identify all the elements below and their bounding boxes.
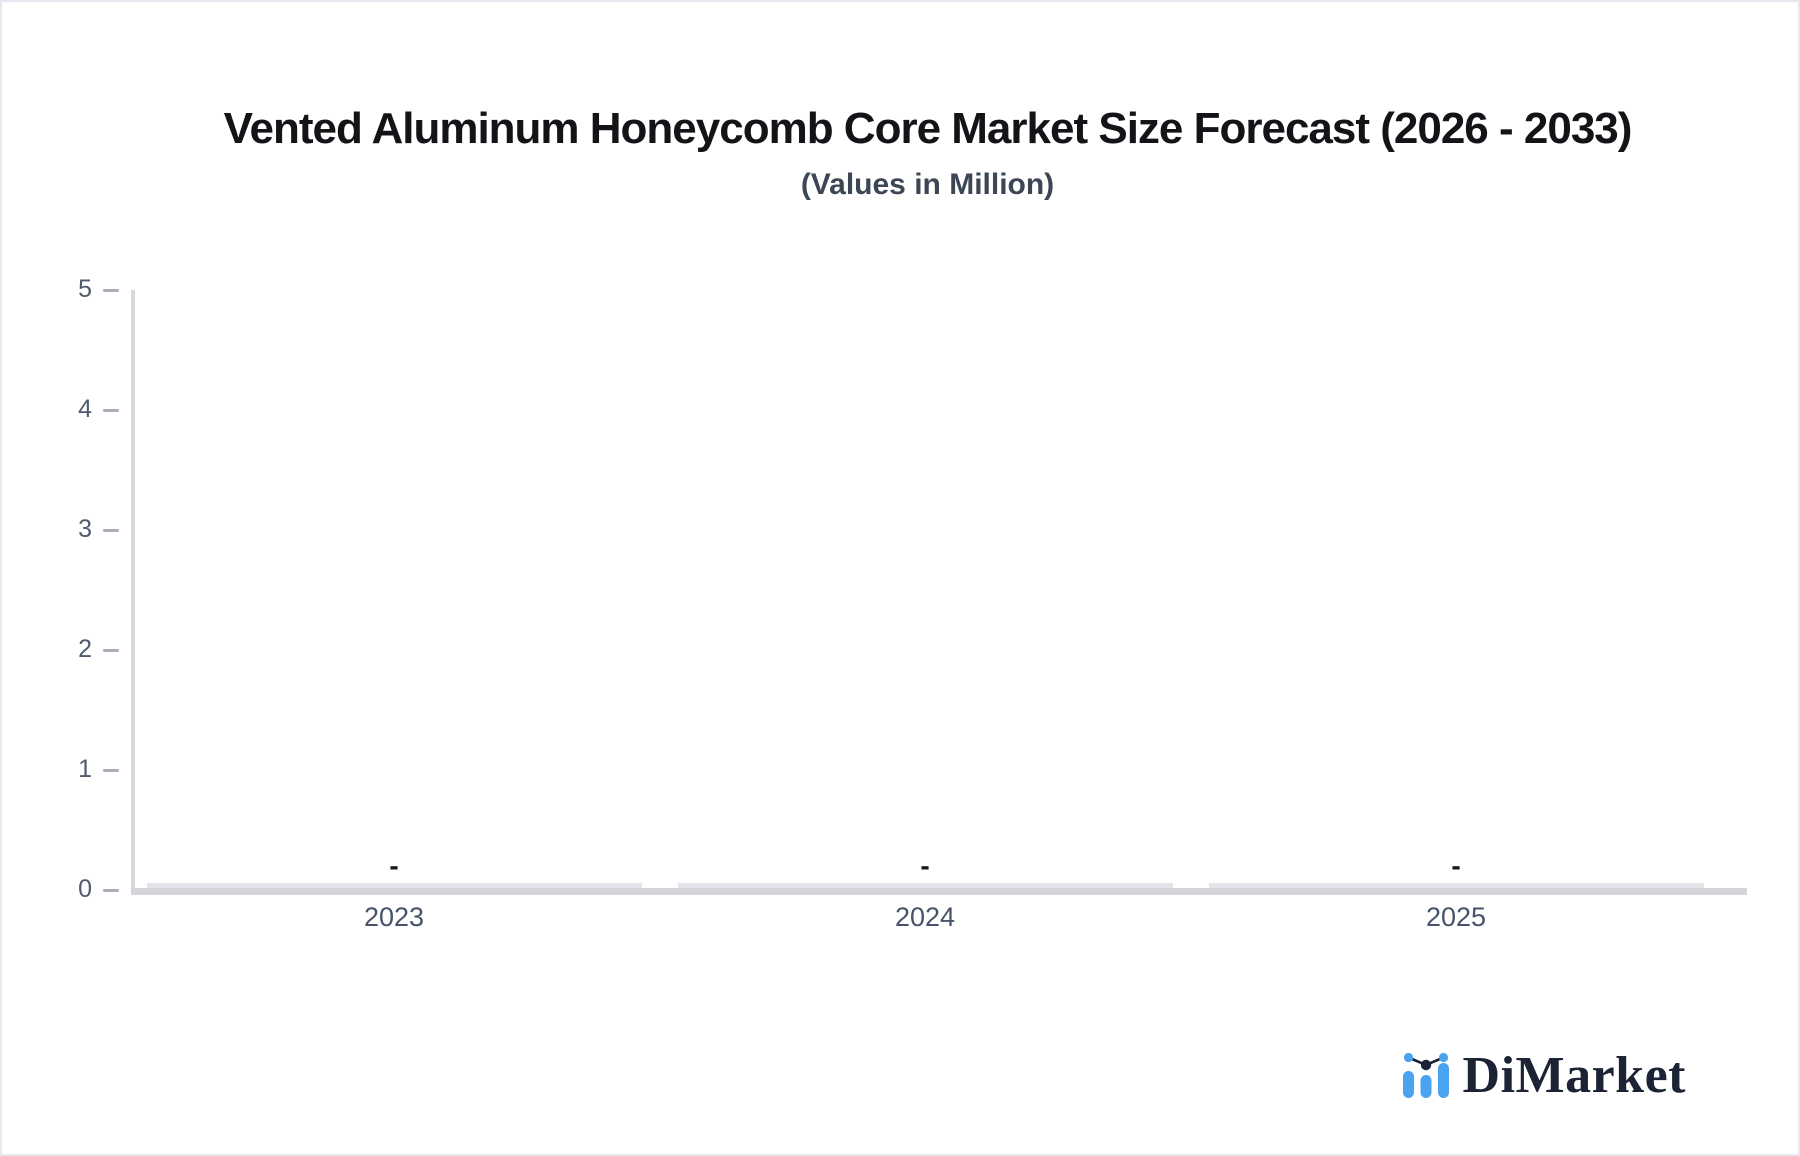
y-axis-tick-mark (103, 408, 119, 412)
x-axis-category-label: 2025 (1425, 902, 1487, 932)
bar-line-chart-icon (1402, 1052, 1449, 1098)
y-axis-tick-mark (103, 528, 119, 532)
x-axis-baseline (131, 888, 1747, 895)
x-axis-category-label: 2023 (363, 902, 425, 932)
bar-2025 (1208, 883, 1704, 888)
bar-value-label: - (1451, 850, 1461, 881)
y-axis-tick-mark (103, 648, 119, 652)
chart-subtitle: (Values in Million) (800, 168, 1055, 201)
chart-title: Vented Aluminum Honeycomb Core Market Si… (223, 104, 1633, 153)
y-axis-tick-label: 4 (78, 395, 92, 423)
bar-value-label: - (920, 850, 930, 881)
y-axis-tick-label: 2 (78, 635, 92, 663)
y-axis-tick-mark (103, 888, 119, 892)
y-axis-tick-mark (103, 288, 119, 292)
bar-value-label: - (389, 850, 399, 881)
y-axis-tick-mark (103, 768, 119, 772)
brand-logo-text: DiMarket (1462, 1047, 1686, 1104)
y-axis-tick-label: 0 (78, 875, 92, 903)
y-axis-tick-label: 1 (78, 755, 92, 783)
bar-2023 (146, 883, 642, 888)
bar-2024 (677, 883, 1173, 888)
y-axis-tick-label: 5 (78, 275, 92, 303)
x-axis-category-label: 2024 (894, 902, 956, 932)
y-axis-tick-label: 3 (78, 515, 92, 543)
brand-logo: DiMarket (1402, 1047, 1686, 1104)
y-axis-line (131, 290, 135, 895)
